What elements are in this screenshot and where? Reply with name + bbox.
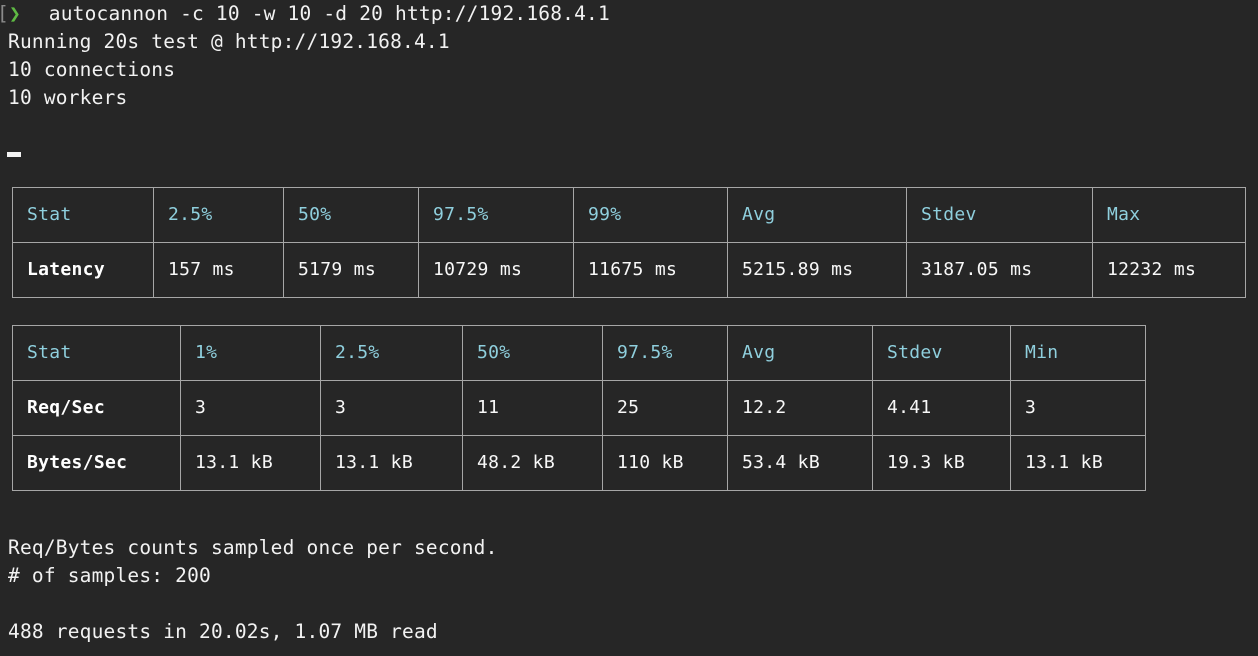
latency-cell-avg: 5215.89 ms <box>727 242 907 298</box>
log-line-connections: 10 connections <box>8 58 176 81</box>
latency-header-avg: Avg <box>727 187 907 243</box>
latency-stats-table: Stat 2.5% 50% 97.5% 99% Avg Stdev Max La… <box>12 187 1246 298</box>
latency-header-row: Stat 2.5% 50% 97.5% 99% Avg Stdev Max <box>12 187 1246 243</box>
prompt-bracket-icon: [ <box>0 0 9 28</box>
latency-cell-p50: 5179 ms <box>283 242 419 298</box>
bytessec-cell-p50: 48.2 kB <box>462 435 603 491</box>
throughput-header-p50: 50% <box>462 325 603 381</box>
reqsec-cell-avg: 12.2 <box>727 380 873 436</box>
footer-line-sample-count: # of samples: 200 <box>8 564 211 587</box>
latency-cell-stdev: 3187.05 ms <box>906 242 1093 298</box>
reqsec-cell-stdev: 4.41 <box>872 380 1011 436</box>
latency-cell-max: 12232 ms <box>1092 242 1246 298</box>
latency-row-label: Latency <box>12 242 154 298</box>
latency-header-p99: 99% <box>573 187 728 243</box>
throughput-header-p1: 1% <box>180 325 321 381</box>
command-prompt-line: [ ❯ autocannon -c 10 -w 10 -d 20 http://… <box>0 0 610 28</box>
reqsec-cell-p2-5: 3 <box>320 380 463 436</box>
latency-cell-p99: 11675 ms <box>573 242 728 298</box>
footer-line-sampling-note: Req/Bytes counts sampled once per second… <box>8 536 498 559</box>
progress-dash-indicator <box>7 152 21 157</box>
throughput-header-stat: Stat <box>12 325 181 381</box>
reqsec-row-label: Req/Sec <box>12 380 181 436</box>
footer-line-summary: 488 requests in 20.02s, 1.07 MB read <box>8 620 438 643</box>
prompt-chevron-icon: ❯ <box>9 2 21 25</box>
bytessec-cell-stdev: 19.3 kB <box>872 435 1011 491</box>
bytessec-cell-p2-5: 13.1 kB <box>320 435 463 491</box>
bytessec-cell-p1: 13.1 kB <box>180 435 321 491</box>
bytessec-cell-avg: 53.4 kB <box>727 435 873 491</box>
throughput-header-row: Stat 1% 2.5% 50% 97.5% Avg Stdev Min <box>12 325 1146 381</box>
throughput-stats-table: Stat 1% 2.5% 50% 97.5% Avg Stdev Min Req… <box>12 325 1146 491</box>
reqsec-cell-min: 3 <box>1010 380 1146 436</box>
latency-header-stat: Stat <box>12 187 154 243</box>
bytessec-cell-p97-5: 110 kB <box>602 435 728 491</box>
log-line-workers: 10 workers <box>8 86 128 109</box>
table-row: Latency 157 ms 5179 ms 10729 ms 11675 ms… <box>12 242 1246 298</box>
reqsec-cell-p97-5: 25 <box>602 380 728 436</box>
latency-header-p97-5: 97.5% <box>418 187 574 243</box>
table-row: Bytes/Sec 13.1 kB 13.1 kB 48.2 kB 110 kB… <box>12 435 1146 491</box>
throughput-header-p2-5: 2.5% <box>320 325 463 381</box>
table-row: Req/Sec 3 3 11 25 12.2 4.41 3 <box>12 380 1146 436</box>
throughput-header-p97-5: 97.5% <box>602 325 728 381</box>
log-line-running: Running 20s test @ http://192.168.4.1 <box>8 30 450 53</box>
throughput-header-avg: Avg <box>727 325 873 381</box>
latency-header-max: Max <box>1092 187 1246 243</box>
latency-cell-p2-5: 157 ms <box>153 242 284 298</box>
latency-header-p50: 50% <box>283 187 419 243</box>
reqsec-cell-p1: 3 <box>180 380 321 436</box>
reqsec-cell-p50: 11 <box>462 380 603 436</box>
throughput-header-min: Min <box>1010 325 1146 381</box>
command-text: autocannon -c 10 -w 10 -d 20 http://192.… <box>48 2 610 25</box>
latency-header-p2-5: 2.5% <box>153 187 284 243</box>
latency-header-stdev: Stdev <box>906 187 1093 243</box>
bytessec-row-label: Bytes/Sec <box>12 435 181 491</box>
bytessec-cell-min: 13.1 kB <box>1010 435 1146 491</box>
throughput-header-stdev: Stdev <box>872 325 1011 381</box>
latency-cell-p97-5: 10729 ms <box>418 242 574 298</box>
